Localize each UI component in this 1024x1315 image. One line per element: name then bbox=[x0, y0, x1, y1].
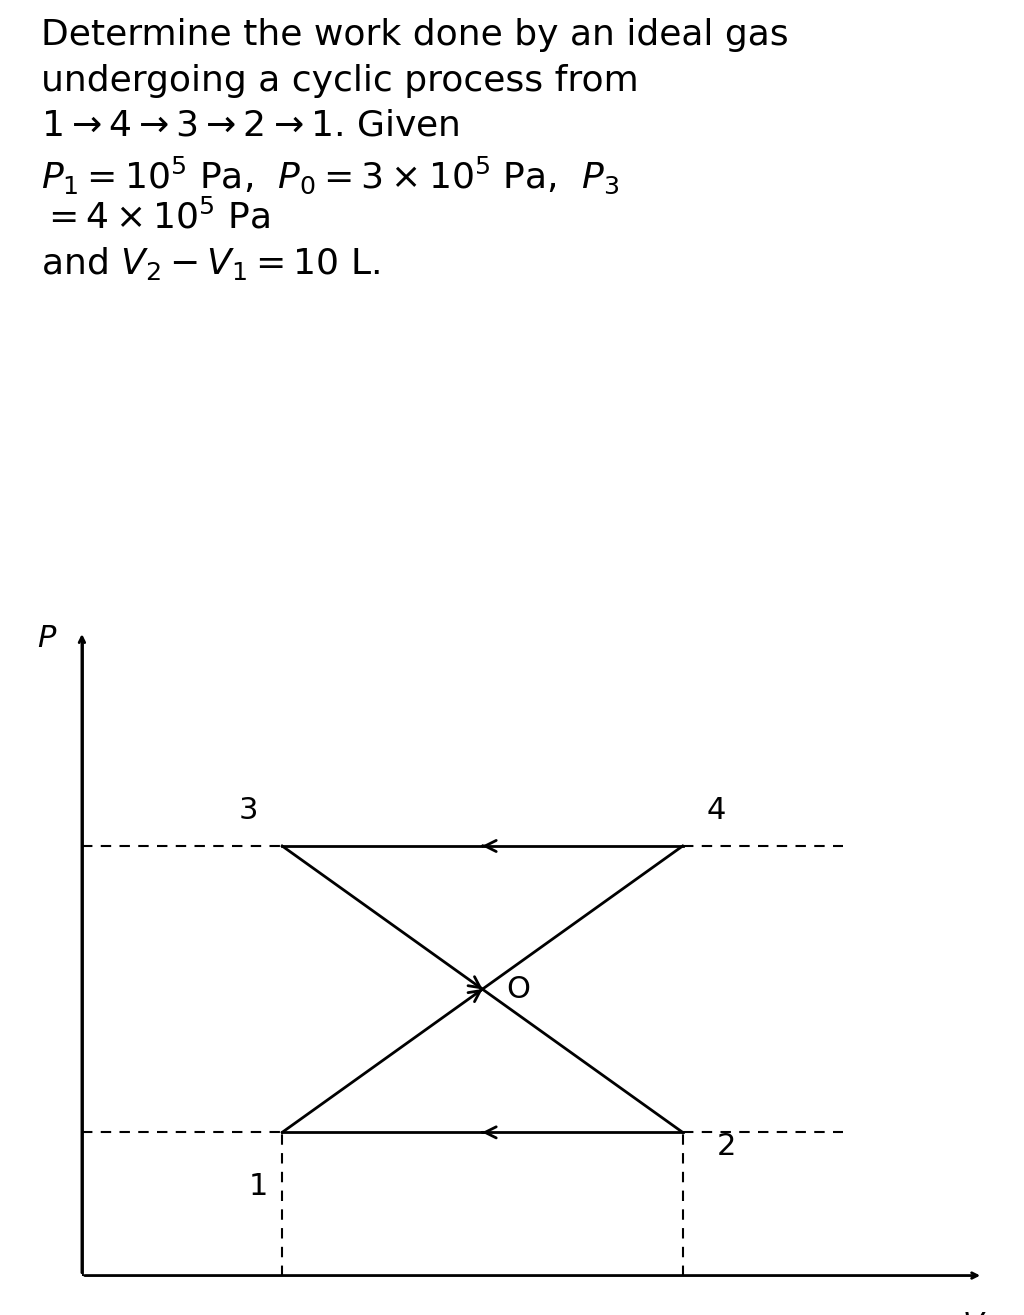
Text: undergoing a cyclic process from: undergoing a cyclic process from bbox=[41, 63, 639, 97]
Text: 3: 3 bbox=[239, 796, 258, 825]
Text: V: V bbox=[963, 1311, 983, 1315]
Text: O: O bbox=[507, 974, 530, 1003]
Text: 2: 2 bbox=[717, 1132, 736, 1161]
Text: Determine the work done by an ideal gas: Determine the work done by an ideal gas bbox=[41, 18, 788, 53]
Text: P: P bbox=[37, 623, 55, 652]
Text: $1 \rightarrow 4 \rightarrow 3 \rightarrow 2 \rightarrow 1$. Given: $1 \rightarrow 4 \rightarrow 3 \rightarr… bbox=[41, 109, 460, 143]
Text: 1: 1 bbox=[249, 1173, 268, 1202]
Text: 4: 4 bbox=[707, 796, 726, 825]
Text: $P_1 = 10^5$ Pa,  $P_0 = 3 \times 10^5$ Pa,  $P_3$: $P_1 = 10^5$ Pa, $P_0 = 3 \times 10^5$ P… bbox=[41, 154, 620, 196]
Text: and $V_2 - V_1 = 10$ L.: and $V_2 - V_1 = 10$ L. bbox=[41, 245, 380, 281]
Text: $= 4 \times 10^5$ Pa: $= 4 \times 10^5$ Pa bbox=[41, 200, 270, 235]
